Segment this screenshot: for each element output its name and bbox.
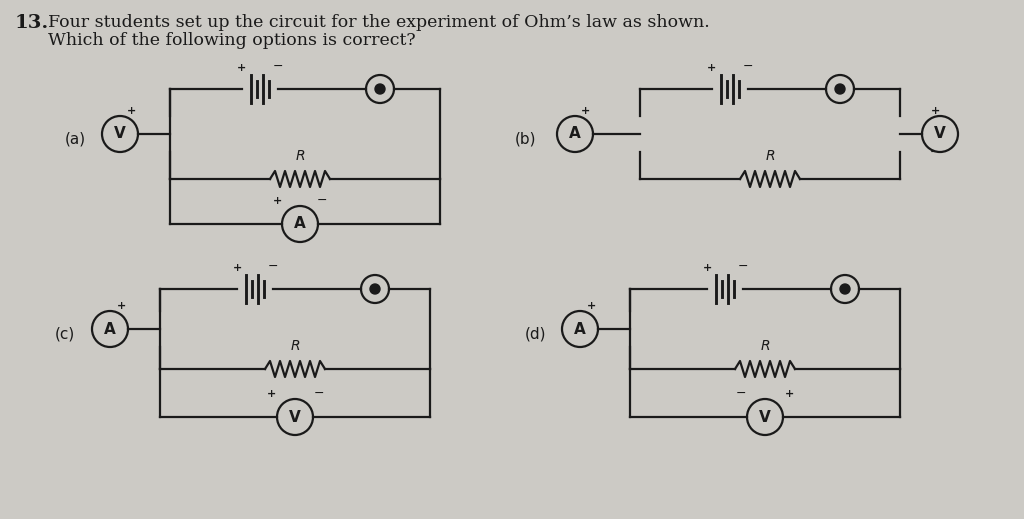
Text: A: A	[574, 321, 586, 336]
Text: +: +	[266, 389, 275, 399]
Text: +: +	[581, 106, 590, 116]
Text: (d): (d)	[524, 326, 546, 342]
Circle shape	[375, 84, 385, 94]
Text: +: +	[238, 63, 247, 73]
Text: +: +	[708, 63, 717, 73]
Text: Which of the following options is correct?: Which of the following options is correc…	[48, 32, 416, 49]
Text: +: +	[273, 196, 283, 206]
Text: +: +	[702, 263, 712, 273]
Text: V: V	[289, 409, 301, 425]
Text: −: −	[316, 194, 328, 207]
Text: −: −	[313, 387, 325, 400]
Text: +: +	[588, 301, 597, 311]
Text: A: A	[294, 216, 306, 231]
Text: R: R	[765, 149, 775, 163]
Text: Four students set up the circuit for the experiment of Ohm’s law as shown.: Four students set up the circuit for the…	[48, 14, 710, 31]
Text: (b): (b)	[514, 131, 536, 146]
Text: +: +	[232, 263, 242, 273]
Text: V: V	[934, 127, 946, 142]
Text: −: −	[736, 387, 746, 400]
Text: −: −	[267, 260, 279, 273]
Circle shape	[840, 284, 850, 294]
Text: −: −	[117, 146, 127, 159]
Text: 13.: 13.	[15, 14, 49, 32]
Text: −: −	[742, 60, 754, 73]
Text: +: +	[118, 301, 127, 311]
Text: −: −	[106, 341, 118, 354]
Text: +: +	[127, 106, 136, 116]
Text: R: R	[290, 339, 300, 353]
Circle shape	[835, 84, 845, 94]
Text: (a): (a)	[65, 131, 86, 146]
Text: −: −	[737, 260, 749, 273]
Text: V: V	[114, 127, 126, 142]
Text: −: −	[272, 60, 284, 73]
Text: +: +	[931, 106, 940, 116]
Text: +: +	[784, 389, 794, 399]
Text: −: −	[930, 146, 940, 159]
Text: R: R	[295, 149, 305, 163]
Text: (c): (c)	[55, 326, 75, 342]
Text: A: A	[104, 321, 116, 336]
Circle shape	[370, 284, 380, 294]
Text: R: R	[760, 339, 770, 353]
Text: A: A	[569, 127, 581, 142]
Text: −: −	[577, 341, 587, 354]
Text: V: V	[759, 409, 771, 425]
Text: −: −	[571, 146, 583, 159]
